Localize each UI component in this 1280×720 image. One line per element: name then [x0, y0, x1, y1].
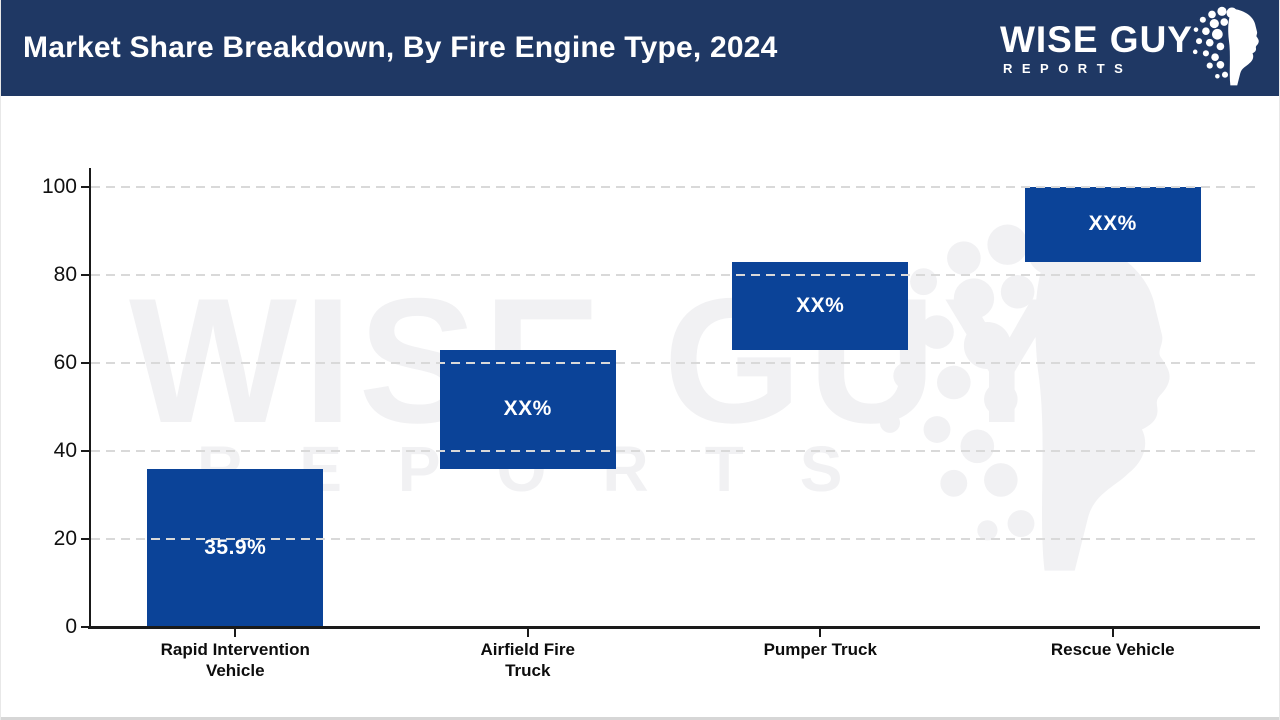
x-tick-mark [819, 629, 822, 637]
y-tick-label: 80 [53, 263, 77, 286]
chart-title: Market Share Breakdown, By Fire Engine T… [23, 31, 778, 64]
category-label: Rapid Intervention Vehicle [160, 640, 310, 681]
y-tick-label: 0 [65, 615, 77, 638]
x-tick-mark [1111, 629, 1114, 637]
y-tick-mark [81, 186, 89, 188]
bar-value-label: XX% [1088, 212, 1137, 236]
category-label: Pumper Truck [763, 640, 877, 659]
y-tick-mark [81, 274, 89, 276]
y-tick-mark [81, 538, 89, 540]
x-tick-mark [526, 629, 529, 637]
bar-value-label: 35.9% [204, 536, 267, 559]
y-tick-mark [81, 362, 89, 364]
x-axis-line [88, 626, 1260, 629]
y-tick-label: 100 [41, 175, 77, 198]
y-tick-mark [81, 626, 89, 628]
logo-wordmark-line2: REPORTS [1002, 61, 1133, 76]
gridline [91, 186, 1259, 188]
y-tick-label: 40 [53, 439, 77, 462]
y-axis-line [89, 168, 91, 629]
brand-logo: WISE GUY REPORTS [1000, 6, 1267, 90]
logo-face-icon [1192, 6, 1259, 86]
x-tick-mark [234, 629, 237, 637]
category-label: Airfield Fire Truck [480, 640, 575, 681]
logo-wordmark-line1: WISE GUY [999, 19, 1193, 60]
gridline [91, 362, 1259, 364]
gridline [91, 538, 1259, 540]
bar-value-label: XX% [503, 397, 552, 421]
watermark-face-icon [879, 224, 1170, 571]
header-bar: Market Share Breakdown, By Fire Engine T… [1, 0, 1279, 96]
logo-wordmark: WISE GUY REPORTS [1000, 21, 1193, 75]
bar-segment: XX% [732, 261, 909, 350]
bar-segment: XX% [439, 349, 616, 470]
y-tick-mark [81, 450, 89, 452]
bar-value-label: XX% [796, 293, 845, 317]
bar-segment: XX% [1024, 187, 1201, 262]
gridline [91, 450, 1259, 452]
y-tick-label: 20 [53, 527, 77, 550]
gridline [91, 274, 1259, 276]
y-tick-label: 60 [53, 351, 77, 374]
bar-segment: 35.9% [147, 469, 324, 627]
category-label: Rescue Vehicle [1050, 640, 1175, 659]
footer-strip [1, 717, 1279, 720]
